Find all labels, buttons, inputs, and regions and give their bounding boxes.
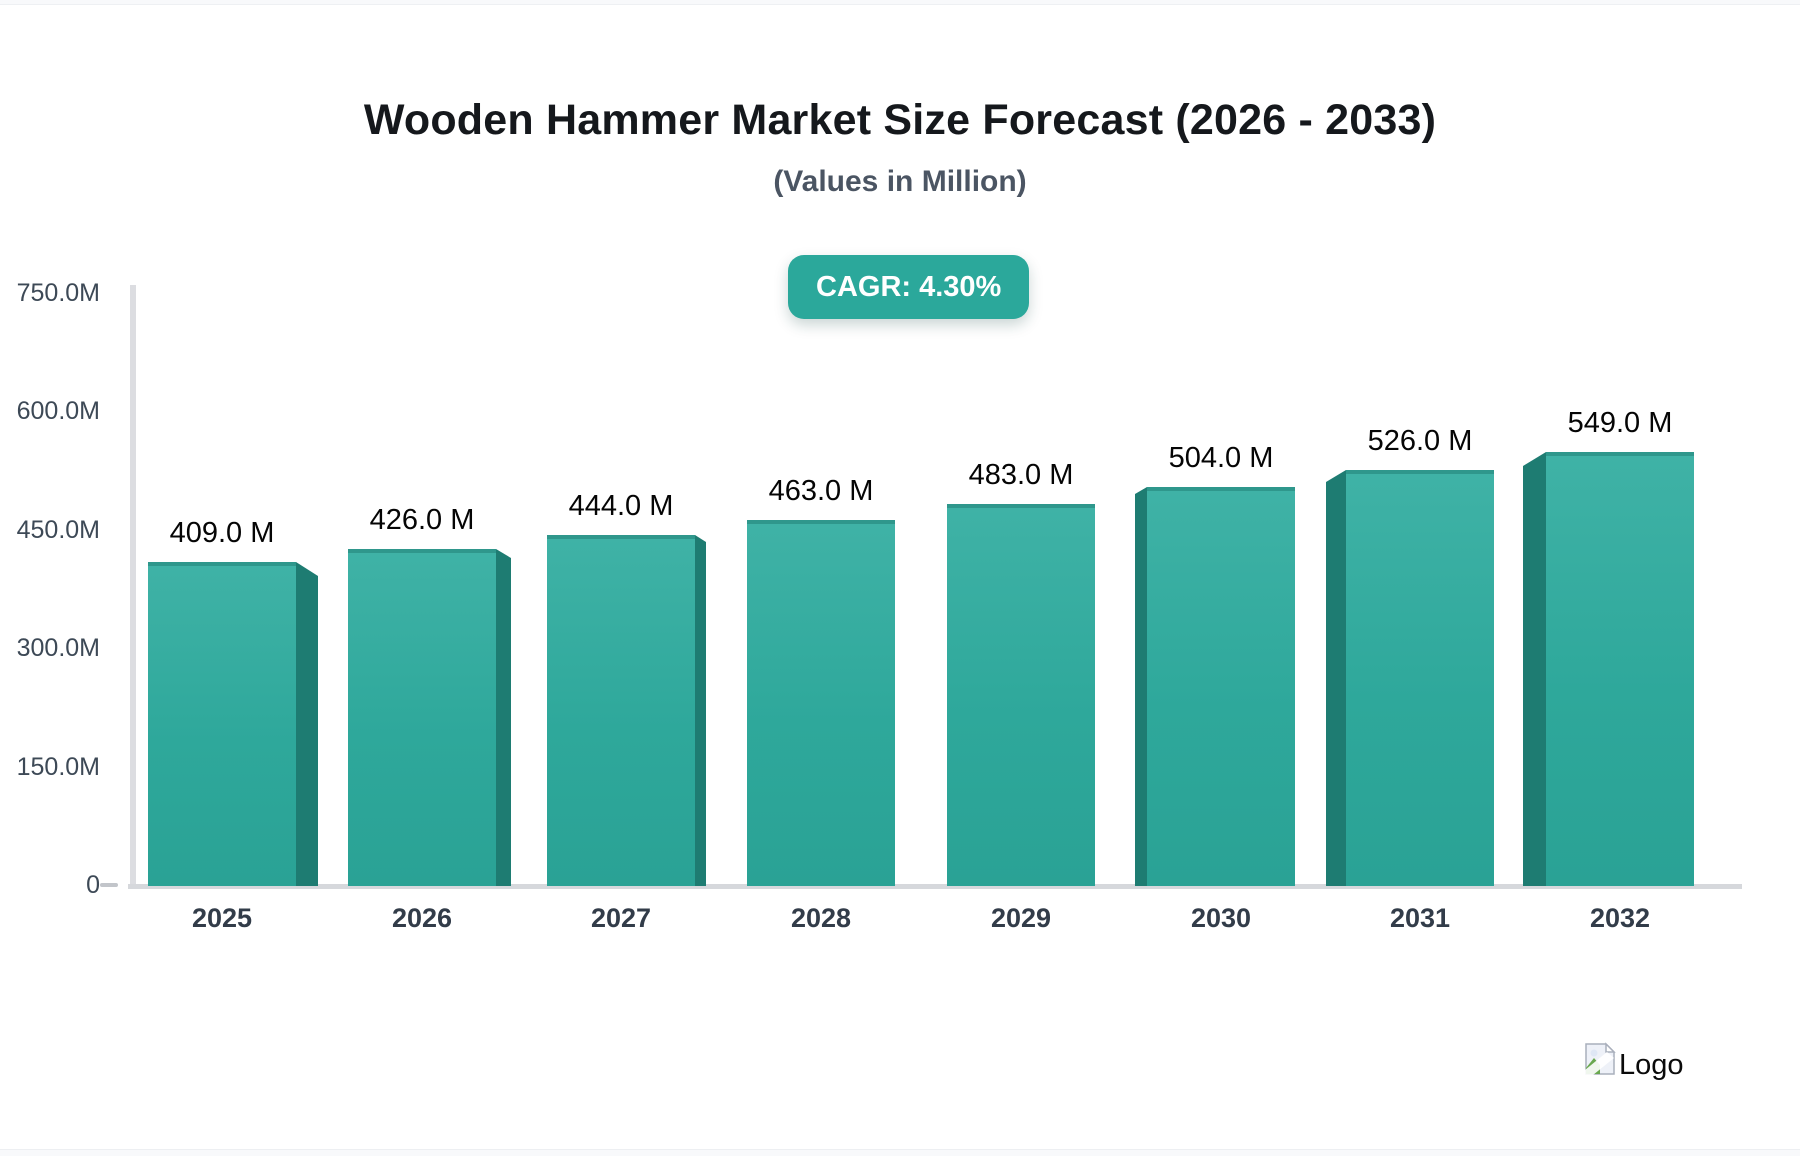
bar-2028[interactable]: [747, 520, 895, 886]
y-tick-label: 600.0M: [16, 397, 100, 425]
cagr-badge: CAGR: 4.30%: [788, 255, 1030, 319]
x-axis-label-2030: 2030: [1190, 903, 1252, 933]
x-axis-label-2029: 2029: [990, 903, 1052, 933]
chart-subtitle: (Values in Million): [773, 165, 1027, 198]
x-axis-label-2028: 2028: [790, 903, 852, 933]
x-axis-line: [128, 884, 1742, 889]
y-axis-line: [130, 285, 136, 889]
x-axis-label-2026: 2026: [391, 903, 453, 933]
bar-value-label: 463.0 M: [768, 475, 874, 507]
bar-2031[interactable]: [1346, 470, 1494, 886]
y-tick-label: 750.0M: [16, 279, 100, 307]
zero-tick-dash: [100, 883, 118, 887]
logo-text: Logo: [1619, 1049, 1684, 1081]
y-tick-label: 150.0M: [16, 753, 100, 781]
x-axis-label-2027: 2027: [590, 903, 652, 933]
bar-value-label: 409.0 M: [169, 517, 275, 549]
bar-side-face: [496, 549, 511, 886]
bar-value-label: 504.0 M: [1168, 442, 1274, 474]
bar-2026[interactable]: [348, 549, 496, 886]
bar-value-label: 549.0 M: [1567, 407, 1673, 439]
bar-side-face: [296, 562, 318, 886]
cagr-label: CAGR: 4.30%: [816, 271, 1002, 303]
x-axis-label-2031: 2031: [1389, 903, 1451, 933]
y-tick-label: 450.0M: [16, 516, 100, 544]
chart-title: Wooden Hammer Market Size Forecast (2026…: [363, 96, 1437, 144]
bar-side-face: [1135, 487, 1147, 886]
logo: Logo: [1583, 1042, 1684, 1082]
x-axis-label-2025: 2025: [191, 903, 253, 933]
bar-side-face: [695, 535, 706, 886]
bar-2025[interactable]: [148, 562, 296, 886]
bar-value-label: 483.0 M: [968, 459, 1074, 491]
bar-2029[interactable]: [947, 504, 1095, 886]
bar-side-face: [1523, 452, 1546, 886]
x-axis-label-2032: 2032: [1589, 903, 1651, 933]
broken-image-icon: [1585, 1042, 1616, 1075]
bar-2030[interactable]: [1147, 487, 1295, 886]
bar-value-label: 526.0 M: [1367, 425, 1473, 457]
bar-side-face: [1326, 470, 1346, 886]
page-top-edge: [0, 0, 1800, 5]
page-bottom-edge: [0, 1149, 1800, 1156]
bar-2032[interactable]: [1546, 452, 1694, 886]
bar-value-label: 444.0 M: [568, 490, 674, 522]
bar-value-label: 426.0 M: [369, 504, 475, 536]
bar-2027[interactable]: [547, 535, 695, 886]
y-tick-label: 0: [86, 871, 100, 899]
y-tick-label: 300.0M: [16, 634, 100, 662]
